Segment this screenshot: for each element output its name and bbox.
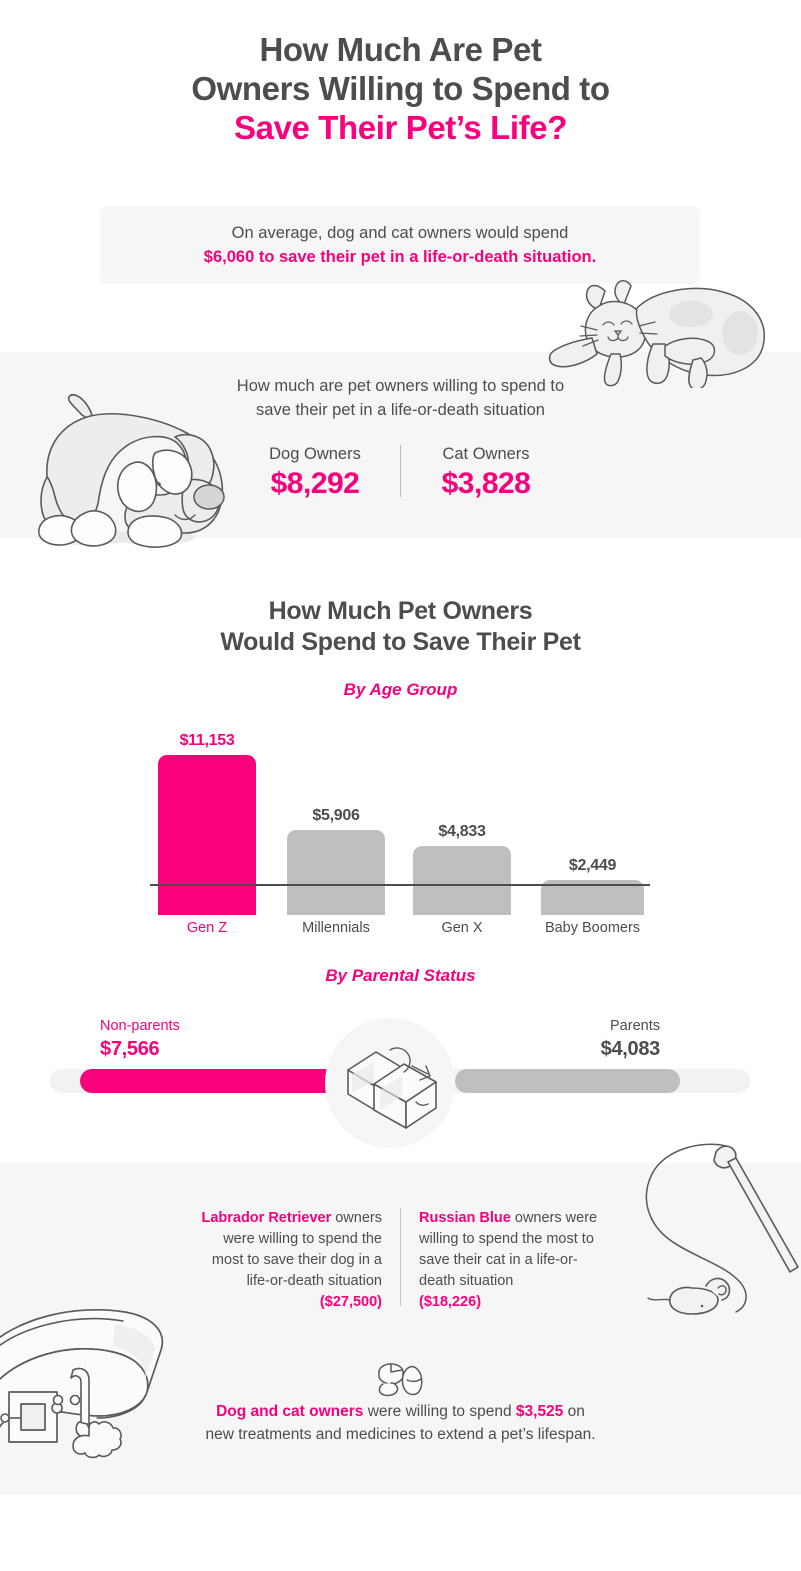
medicine-line-1: Dog and cat owners were willing to spend… — [0, 1400, 801, 1423]
average-spend-line-1: On average, dog and cat owners would spe… — [231, 224, 569, 242]
russian-blue-amount: ($18,226) — [419, 1294, 482, 1310]
headline-line-1: How Much Are Pet — [259, 31, 542, 68]
bar-value-gen-x: $4,833 — [438, 823, 486, 840]
owners-divider — [400, 445, 401, 497]
medicine-tail: on — [563, 1403, 585, 1420]
bar-category-millennials: Millennials — [302, 920, 370, 936]
russian-blue-text: owners were willing to spend the most to… — [419, 1210, 598, 1289]
age-group-bar-chart: $11,153 Gen Z $5,906 Millennials $4,833 … — [0, 700, 801, 936]
labrador-stat: Labrador Retriever owners were willing t… — [195, 1208, 400, 1313]
medicine-amount: $3,525 — [515, 1403, 564, 1420]
parents-label: Parents — [610, 1018, 660, 1034]
owners-comparison: Dog Owners $8,292 Cat Owners $3,828 — [0, 443, 801, 503]
russian-blue-breed-name: Russian Blue — [419, 1210, 511, 1226]
dog-collar-illustration — [0, 1300, 195, 1465]
bar-gen-x — [413, 846, 511, 915]
non-parents-value: $7,566 — [100, 1038, 160, 1060]
average-spend-callout: On average, dog and cat owners would spe… — [100, 206, 700, 284]
parental-status-title: By Parental Status — [325, 966, 476, 985]
bar-group-gen-z: $11,153 Gen Z — [158, 732, 256, 936]
cat-wand-toy-illustration — [630, 1140, 801, 1315]
medicine-line-2: new treatments and medicines to extend a… — [205, 1426, 596, 1443]
mid-section-question: How much are pet owners willing to spend… — [0, 374, 801, 422]
cat-owners-label: Cat Owners — [442, 445, 530, 463]
mid-question-line-1: How much are pet owners willing to spend… — [236, 377, 565, 395]
parents-stat: Parents $4,083 — [540, 1016, 661, 1062]
parental-status-fill-parents — [455, 1069, 680, 1093]
non-parents-stat: Non-parents $7,566 — [100, 1016, 180, 1062]
medicine-lead: Dog and cat owners — [216, 1403, 364, 1420]
sleeping-cat-illustration — [545, 278, 785, 388]
bar-group-gen-x: $4,833 Gen X — [413, 823, 511, 936]
cat-owners-stat: Cat Owners $3,828 — [401, 443, 561, 503]
bar-value-millennials: $5,906 — [312, 807, 360, 824]
bar-category-gen-x: Gen X — [441, 920, 483, 936]
page-title: How Much Are Pet Owners Willing to Spend… — [0, 30, 801, 147]
chart-title-line-2: Would Spend to Save Their Pet — [220, 628, 581, 656]
bar-value-gen-z: $11,153 — [179, 732, 235, 749]
medicine-mid: were willing to spend — [363, 1403, 516, 1420]
mid-question-line-2: save their pet in a life-or-death situat… — [256, 401, 545, 419]
bar-value-baby-boomers: $2,449 — [568, 857, 617, 874]
medicine-spend-statement: Dog and cat owners were willing to spend… — [0, 1400, 801, 1446]
parental-status-fill-non-parents — [80, 1069, 360, 1093]
breed-divider — [400, 1208, 401, 1306]
labrador-breed-name: Labrador Retriever — [201, 1210, 332, 1226]
headline-line-3: Save Their Pet’s Life? — [234, 109, 567, 146]
chart-title-line-1: How Much Pet Owners — [268, 597, 533, 625]
bar-category-gen-z: Gen Z — [186, 920, 228, 936]
pills-icon — [377, 1362, 425, 1398]
russian-blue-stat: Russian Blue owners were willing to spen… — [401, 1208, 606, 1313]
labrador-text: owners were willing to spend the most to… — [211, 1210, 382, 1289]
cat-owners-value: $3,828 — [441, 467, 531, 500]
chart-title: How Much Pet Owners Would Spend to Save … — [0, 596, 801, 658]
parents-value: $4,083 — [600, 1038, 661, 1060]
dog-illustration — [25, 385, 240, 550]
labrador-amount: ($27,500) — [319, 1294, 382, 1310]
chart-subtitle: By Age Group — [343, 680, 458, 699]
non-parents-label: Non-parents — [100, 1018, 180, 1034]
headline-line-2: Owners Willing to Spend to — [191, 70, 610, 107]
dog-owners-stat: Dog Owners $8,292 — [240, 443, 400, 503]
chart-baseline-axis — [150, 884, 650, 886]
bar-gen-z — [158, 755, 256, 915]
average-spend-line-2: $6,060 to save their pet in a life-or-de… — [203, 248, 597, 266]
dog-owners-value: $8,292 — [270, 467, 360, 500]
money-stack-icon — [338, 1032, 444, 1134]
bar-category-baby-boomers: Baby Boomers — [544, 920, 641, 936]
bar-millennials — [287, 830, 385, 915]
bar-group-millennials: $5,906 Millennials — [287, 807, 385, 936]
breed-comparison: Labrador Retriever owners were willing t… — [0, 1208, 801, 1313]
dog-owners-label: Dog Owners — [269, 445, 361, 463]
